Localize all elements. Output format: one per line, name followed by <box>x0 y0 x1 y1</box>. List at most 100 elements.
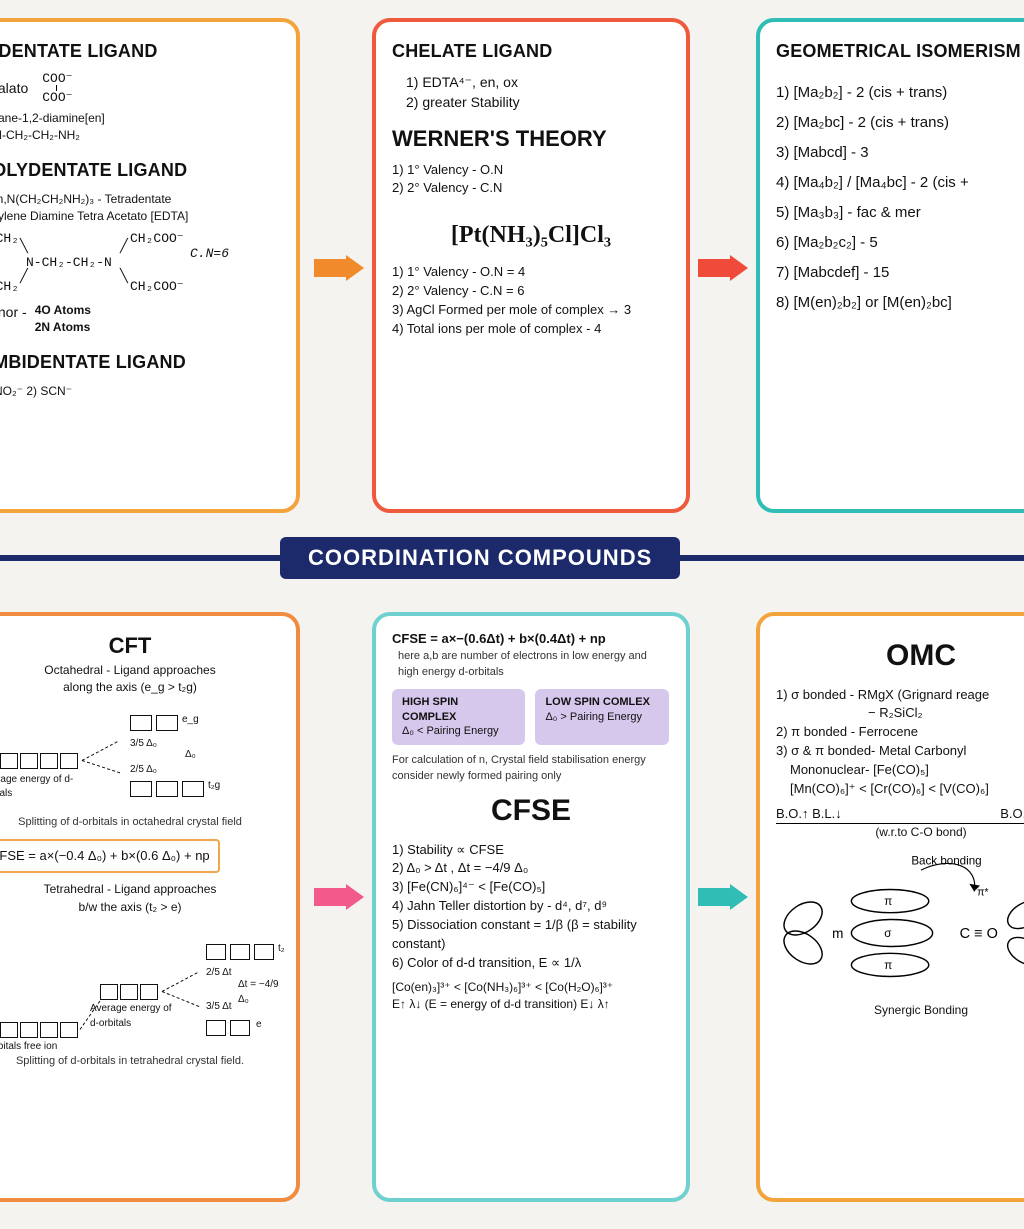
title-pill: COORDINATION COMPOUNDS <box>280 537 680 579</box>
svg-text:C ≡ O: C ≡ O <box>960 926 998 942</box>
omc-r2: 2) π bonded - Ferrocene <box>776 723 1024 742</box>
cfse-oct-formula: CFSE = a×(−0.4 Δ₀) + b×(0.6 Δ₀) + np <box>0 839 220 874</box>
omc-r3b: Mononuclear- [Fe(CO)₅] <box>776 761 1024 780</box>
pt-4: 4) Total ions per mole of complex - 4 <box>392 320 670 339</box>
card-ligands: BIDENTATE LIGAND Oxalato COO⁻ COO⁻ Ethan… <box>0 18 300 513</box>
edta-tr: CH₂COO⁻ <box>130 230 184 249</box>
avg-label-2: Average energy of d-orbitals <box>90 1002 180 1031</box>
ambidentate-body: 1) NO₂⁻ 2) SCN⁻ <box>0 383 280 400</box>
poly-l2: Ethylene Diamine Tetra Acetato [EDTA] <box>0 208 280 225</box>
werner-2: 2) 2° Valency - C.N <box>392 179 670 198</box>
low-spin-pill: LOW SPIN COMLEX Δ₀ > Pairing Energy <box>535 689 668 746</box>
edta-bl: OCCH₂ <box>0 278 19 297</box>
cfse-p2: 2) Δ₀ > Δt , Δt = −4/9 Δ₀ <box>392 859 670 878</box>
cfse-p4: 4) Jahn Teller distortion by - d⁴, d⁷, d… <box>392 897 670 916</box>
tet-up: 2/5 Δt <box>206 966 232 981</box>
tet-l2: b/w the axis (t₂ > e) <box>0 899 280 916</box>
high-spin-pill: HIGH SPIN COMPLEX Δ₀ < Pairing Energy <box>392 689 525 746</box>
oct-caption: Splitting of d-orbitals in octahedral cr… <box>0 815 280 831</box>
geo-r7: 7) [Mabcdef] - 15 <box>776 258 1024 288</box>
arrow-card2-card3 <box>698 255 748 281</box>
cfse-p5: 5) Dissociation constant = 1/β (β = stab… <box>392 916 670 954</box>
synergic-caption: Synergic Bonding <box>776 1002 1024 1019</box>
geo-r1: 1) [Ma₂b₂] - 2 (cis + trans) <box>776 78 1024 108</box>
hs-title: HIGH SPIN COMPLEX <box>402 695 515 725</box>
geo-list: 1) [Ma₂b₂] - 2 (cis + trans) 2) [Ma₂bc] … <box>776 78 1024 318</box>
svg-text:π: π <box>884 895 892 908</box>
geo-r6: 6) [Ma₂b₂c₂] - 5 <box>776 228 1024 258</box>
oct-l1: Octahedral - Ligand approaches <box>0 662 280 679</box>
bo-row: B.O.↑ B.L.↓ B.O.↓ B.L.↑ <box>776 805 1024 825</box>
donor-1: 4O Atoms <box>35 302 91 319</box>
octahedral-diagram: Average energy of d-orbitals e_g t₂g 3/5… <box>0 703 280 813</box>
geo-title: GEOMETRICAL ISOMERISM <box>776 38 1024 64</box>
geo-r4: 4) [Ma₄b₂] / [Ma₄bc] - 2 (cis + <box>776 168 1024 198</box>
pt-2: 2) 2° Valency - C.N = 6 <box>392 282 670 301</box>
pt-3: 3) AgCl Formed per mole of complex → 3 <box>392 301 670 320</box>
synergic-diagram: m σ π π C ≡ O Back bonding π* S <box>776 848 1024 1018</box>
tet-dn: 3/5 Δt <box>206 1000 232 1015</box>
werner-title: WERNER'S THEORY <box>392 123 670 155</box>
donor-2: 2N Atoms <box>35 319 91 336</box>
bo-left: B.O.↑ B.L.↓ <box>776 805 842 824</box>
edta-cn: C.N=6 <box>190 245 229 264</box>
wrt: (w.r.to C-O bond) <box>776 824 1024 841</box>
chelate-2: 2) greater Stability <box>392 92 670 112</box>
synergic-svg: m σ π π C ≡ O Back bonding π* <box>776 848 1024 1018</box>
omc-title: OMC <box>776 634 1024 678</box>
cft-title: CFT <box>0 630 280 662</box>
ambidentate-title: AMBIDENTATE LIGAND <box>0 349 280 375</box>
geo-r2: 2) [Ma₂bc] - 2 (cis + trans) <box>776 108 1024 138</box>
omc-r3c: [Mn(CO)₆]⁺ < [Cr(CO)₆] < [V(CO)₆] <box>776 780 1024 799</box>
chelate-1: 1) EDTA⁴⁻, en, ox <box>392 72 670 92</box>
geo-r5: 5) [Ma₃b₃] - fac & mer <box>776 198 1024 228</box>
edta-tl: OCCH₂ <box>0 230 19 249</box>
donor-row: Donor - 4O Atoms 2N Atoms <box>0 302 280 337</box>
arrow-card4-card5 <box>314 884 364 910</box>
oct-l2: along the axis (e_g > t₂g) <box>0 679 280 696</box>
oct-up: 3/5 Δ₀ <box>130 737 157 752</box>
cfse-formula: CFSE = a×−(0.6Δt) + b×(0.4Δt) + np <box>392 630 670 649</box>
card-cfse: CFSE = a×−(0.6Δt) + b×(0.4Δt) + np here … <box>372 612 690 1202</box>
ls-body: Δ₀ > Pairing Energy <box>545 710 658 725</box>
svg-text:σ: σ <box>884 927 891 940</box>
werner-1: 1) 1° Valency - O.N <box>392 161 670 180</box>
cfse-p3: 3) [Fe(CN)₆]⁴⁻ < [Fe(CO)₅] <box>392 878 670 897</box>
pt-formula: [Pt(NH₃)₅Cl]Cl₃ <box>392 218 670 253</box>
tetrahedral-diagram: d-orbitals free ion Average energy of d-… <box>0 922 280 1052</box>
cfse-p7: [Co(en)₃]³⁺ < [Co(NH₃)₆]³⁺ < [Co(H₂O)₆]³… <box>392 979 670 996</box>
oxalato-row: Oxalato COO⁻ COO⁻ <box>0 72 280 104</box>
omc-r1a: 1) σ bonded - RMgX (Grignard reage <box>776 686 1024 705</box>
canvas: COORDINATION COMPOUNDS BIDENTATE LIGAND … <box>0 0 1024 1229</box>
chelate-title: CHELATE LIGAND <box>392 38 670 64</box>
edta-mid: N-CH₂-CH₂-N <box>26 254 112 273</box>
svg-text:π*: π* <box>977 886 988 898</box>
card-omc: OMC 1) σ bonded - RMgX (Grignard reage −… <box>756 612 1024 1202</box>
free-ion-lbl: d-orbitals free ion <box>0 1040 57 1055</box>
donor-label: Donor - <box>0 302 27 337</box>
avg-label: Average energy of d-orbitals <box>0 773 80 802</box>
cfse-sub: here a,b are number of electrons in low … <box>392 649 670 681</box>
cfse-note: For calculation of n, Crystal field stab… <box>392 753 670 785</box>
edta-br: CH₂COO⁻ <box>130 278 184 297</box>
oct-dn: 2/5 Δ₀ <box>130 763 157 778</box>
tet-caption: Splitting of d-orbitals in tetrahedral c… <box>0 1054 280 1070</box>
cfse-p8: E↑ λ↓ (E = energy of d-d transition) E↓ … <box>392 996 670 1013</box>
poly-l1: trien,N(CH₂CH₂NH₂)₃ - Tetradentate <box>0 191 280 208</box>
tet-l1: Tetrahedral - Ligand approaches <box>0 881 280 898</box>
polydentate-title: POLYDENTATE LIGAND <box>0 157 280 183</box>
svg-text:Back bonding: Back bonding <box>911 854 981 867</box>
card-werner: CHELATE LIGAND 1) EDTA⁴⁻, en, ox 2) grea… <box>372 18 690 513</box>
ethane-formula: H₂N-CH₂-CH₂-NH₂ <box>0 127 280 144</box>
geo-r3: 3) [Mabcd] - 3 <box>776 138 1024 168</box>
bo-right: B.O.↓ B.L.↑ <box>1000 805 1024 824</box>
svg-text:π: π <box>884 959 892 972</box>
cfse-title: CFSE <box>392 789 670 833</box>
cfse-p6: 6) Color of d-d transition, E ∝ 1/λ <box>392 954 670 973</box>
cfse-p1: 1) Stability ∝ CFSE <box>392 841 670 860</box>
card-geometrical: GEOMETRICAL ISOMERISM 1) [Ma₂b₂] - 2 (ci… <box>756 18 1024 513</box>
tet-delta: Δt = −4/9 Δ₀ <box>238 978 280 1007</box>
ethane-label: Ethane-1,2-diamine[en] <box>0 110 280 127</box>
oxalato-struct: COO⁻ COO⁻ <box>42 72 72 104</box>
ls-title: LOW SPIN COMLEX <box>545 695 658 710</box>
